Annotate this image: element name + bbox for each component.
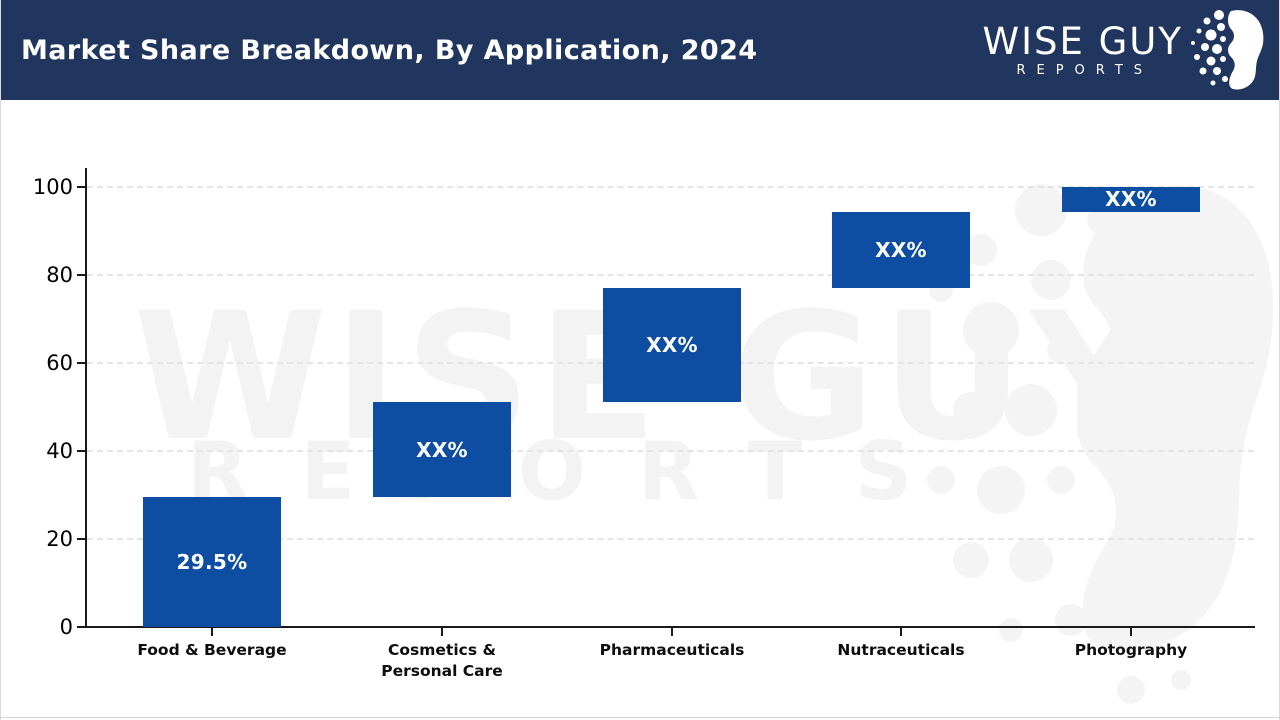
page-title: Market Share Breakdown, By Application, … <box>21 34 758 66</box>
y-tick-label-100: 100 <box>32 174 73 199</box>
gridline-y-20 <box>87 537 1254 540</box>
y-tick-80 <box>77 273 85 276</box>
bar-pharmaceuticals: XX% <box>603 287 741 403</box>
bar-photography: XX% <box>1062 186 1200 212</box>
chart-area: WISE GUY REPORTS 0 20 40 60 80 100 29.5% XX% XX%… <box>1 100 1279 720</box>
bar-value-label-pharmaceuticals: XX% <box>646 333 698 358</box>
y-tick-40 <box>77 449 85 452</box>
bar-value-label-nutraceuticals: XX% <box>875 237 927 262</box>
brand-name: WISE GUY <box>982 19 1183 63</box>
bar-value-label-photography: XX% <box>1105 187 1157 212</box>
y-axis-line <box>85 168 87 628</box>
y-tick-label-0: 0 <box>59 615 73 639</box>
y-tick-label-40: 40 <box>46 438 73 463</box>
y-tick-100 <box>77 185 85 188</box>
bar-value-label-cosmetics-personal-care: XX% <box>416 437 468 462</box>
x-tick-label-cosmetics-personal-care: Cosmetics & Personal Care <box>381 641 503 680</box>
gridline-y-40 <box>87 449 1254 452</box>
x-tick-label-nutraceuticals: Nutraceuticals <box>837 641 965 659</box>
brand-logo: WISE GUY REPORTS <box>983 7 1265 93</box>
y-tick-label-20: 20 <box>46 526 73 551</box>
x-tick-food-beverage <box>211 628 213 636</box>
x-tick-label-photography: Photography <box>1074 641 1188 659</box>
gridline-y-80 <box>87 273 1254 276</box>
header-bar: Market Share Breakdown, By Application, … <box>1 0 1279 100</box>
logo-face-icon <box>1191 10 1264 90</box>
gridline-y-100 <box>87 185 1254 188</box>
y-tick-20 <box>77 537 85 540</box>
x-tick-cosmetics-personal-care <box>441 628 443 636</box>
x-tick-nutraceuticals <box>900 628 902 636</box>
bar-cosmetics-personal-care: XX% <box>373 402 511 498</box>
y-tick-label-80: 80 <box>46 262 73 287</box>
x-axis-line <box>85 626 1255 628</box>
bottom-border <box>1 717 1279 718</box>
brand-subtitle: REPORTS <box>1016 62 1154 78</box>
bar-food-beverage: 29.5% <box>143 497 281 627</box>
x-tick-label-pharmaceuticals: Pharmaceuticals <box>599 641 745 659</box>
x-tick-label-food-beverage: Food & Beverage <box>137 641 287 659</box>
y-tick-0 <box>77 626 85 628</box>
x-tick-pharmaceuticals <box>671 628 673 636</box>
bar-nutraceuticals: XX% <box>832 211 970 288</box>
x-tick-photography <box>1130 628 1132 636</box>
brand-wordmark: WISE GUY REPORTS <box>983 23 1183 78</box>
y-tick-60 <box>77 361 85 364</box>
bar-value-label-food-beverage: 29.5% <box>176 550 248 575</box>
watermark-face-icon <box>927 184 1274 704</box>
watermark-subtitle: REPORTS <box>187 425 965 518</box>
y-tick-label-60: 60 <box>46 350 73 375</box>
